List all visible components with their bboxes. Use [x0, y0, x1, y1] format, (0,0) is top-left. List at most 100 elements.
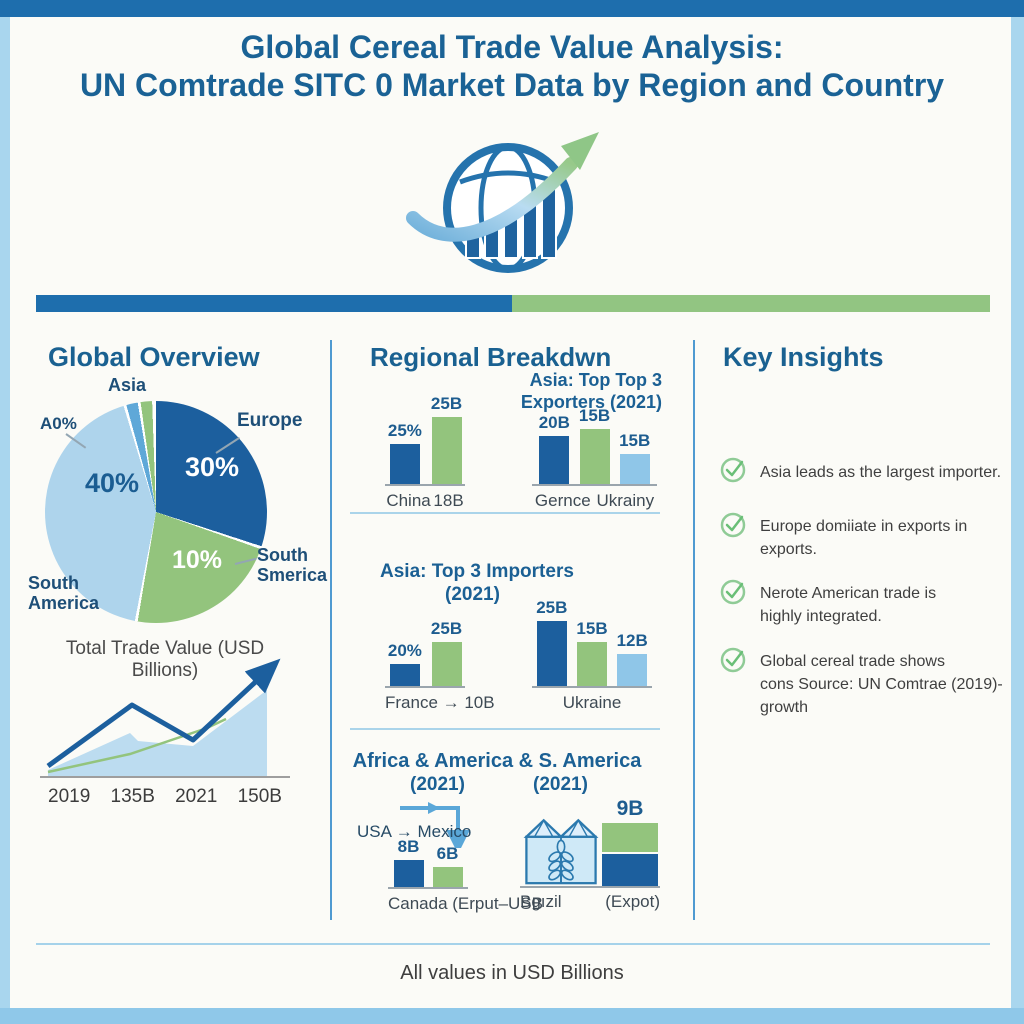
bar-rect — [577, 642, 607, 686]
bar-value-label: 12B — [616, 631, 648, 650]
category-label: China — [386, 491, 431, 510]
category-label: Gernce — [534, 491, 591, 510]
category-labels: Canada (Erput–USB — [388, 894, 543, 914]
pie-label-south-smerica: South Smerica — [257, 545, 328, 585]
usa-mexico-flow-arrow-icon — [400, 802, 470, 848]
category-label: 18B — [433, 491, 464, 510]
brazil-category-labels: Bgızil (Expot) — [520, 892, 660, 912]
bar-value-label: 25B — [430, 619, 463, 638]
section3-year-right: (2021) — [533, 774, 588, 795]
bar-rect — [432, 867, 463, 887]
category-label: Canada (Erput–USB — [388, 894, 543, 913]
insight-item — [720, 646, 747, 678]
right-frame-bar — [1011, 17, 1024, 1024]
check-circle-icon — [720, 457, 746, 483]
bar: 12B — [617, 631, 648, 686]
section1-title: Asia: Top Top 3 Exporters (2021) — [520, 370, 662, 412]
check-circle-icon — [720, 579, 746, 605]
page-title-line1: Global Cereal Trade Value Analysis: — [240, 29, 784, 65]
category-labels: Ukraine — [532, 693, 652, 713]
americas-chart-a: 8B 6B Canada (Erput–USB — [388, 795, 543, 914]
bar-value-label: 20B — [538, 413, 570, 432]
bar: 15B — [576, 619, 608, 686]
brazil-export-group: 9B Bgızil (Expot) — [520, 795, 665, 912]
pie-pct-europe: 30% — [185, 452, 240, 482]
bar-value-label: 15B — [576, 619, 608, 638]
section2-title: Asia: Top 3 Importers (2021) — [380, 561, 574, 605]
asia-exporters-chart-b: 20B 15B 15B Gernce Ukrainy — [532, 392, 657, 511]
bar-value-label: 25B — [430, 394, 463, 413]
stacked-bar-segment — [602, 854, 658, 887]
regional-heading: Regional Breakdwn — [370, 342, 612, 372]
bar: 20% — [388, 641, 422, 686]
bar-value-label: 15B — [619, 431, 651, 450]
bar: 15B — [619, 431, 650, 484]
trade-value-trend-chart — [40, 658, 290, 778]
bar-rect — [617, 654, 648, 686]
stacked-bar-segment — [602, 823, 658, 852]
section3-year-left: (2021) — [410, 774, 465, 795]
wheat-icon — [548, 839, 574, 884]
asia-importers-chart-b: 25B 15B 12B Ukraine — [532, 594, 652, 713]
x-label: 2019 — [48, 786, 91, 807]
x-label: 150B — [237, 786, 282, 807]
column-divider — [330, 340, 332, 920]
bar-value-label: 20% — [387, 641, 422, 660]
bar-value-label: 25B — [536, 598, 568, 617]
check-circle-icon — [720, 512, 746, 538]
bar: 25% — [388, 421, 422, 484]
asia-exporters-chart-a: 25% 25B China 18B — [385, 392, 465, 511]
pie-label-a0: A0% — [40, 414, 77, 433]
globe-growth-logo-icon — [406, 132, 599, 273]
bar: 8B — [393, 837, 424, 887]
insight-text: Nerote American trade is highly integrat… — [760, 585, 937, 625]
category-label: Ukraine — [562, 693, 622, 712]
bar: 25B — [431, 394, 462, 484]
bar-value-label: 15B — [578, 406, 611, 425]
bar: 20B — [539, 413, 570, 484]
insight-item — [720, 456, 747, 488]
bar: 6B — [432, 844, 463, 887]
section-divider — [350, 728, 660, 730]
category-labels: Gernce Ukrainy — [532, 491, 657, 511]
region-share-pie-chart — [45, 401, 267, 623]
pie-label-south-america: South America — [28, 573, 100, 613]
x-label: 2021 — [175, 786, 218, 807]
bar-value-label: 6B — [436, 844, 459, 863]
page-title: Global Cereal Trade Value Analysis: UN C… — [42, 28, 982, 104]
footer-note: All values in USD Billions — [400, 962, 624, 984]
check-circle-icon — [720, 647, 746, 673]
logo-bars — [465, 183, 557, 259]
bar-rect — [389, 444, 420, 484]
insight-item — [720, 511, 747, 543]
insight-text: Europe domiiate in exports in exports. — [760, 518, 968, 558]
bar-rect — [536, 621, 567, 686]
insights-heading: Key Insights — [723, 342, 884, 372]
pie-pct-west: 40% — [85, 468, 140, 498]
insight-text: Global cereal trade shows cons Source: U… — [760, 653, 1003, 716]
bar: 25B — [431, 619, 462, 686]
insight-text: Asia leads as the largest importer. — [760, 464, 1002, 481]
bar-value-label: 8B — [397, 837, 420, 856]
category-labels: France → 10B — [385, 693, 495, 713]
bar: 15B — [579, 406, 610, 484]
header-divider-green — [512, 295, 990, 312]
trend-x-labels: 2019 135B 2021 150B — [40, 786, 290, 808]
bar-rect — [393, 860, 424, 887]
category-label: France → 10B — [385, 693, 495, 712]
brazil-total-label: 9B — [616, 797, 644, 820]
page-title-line2: UN Comtrade SITC 0 Market Data by Region… — [79, 67, 945, 103]
top-frame-bar — [0, 0, 1024, 17]
section-divider — [350, 512, 660, 514]
section3-title: Africa & America & S. America — [352, 750, 642, 772]
trend-chart-title: Total Trade Value (USD Billions) — [65, 638, 265, 681]
asia-importers-chart-a: 20% 25B France → 10B — [385, 594, 495, 713]
pie-pct-green: 10% — [172, 546, 223, 574]
pie-label-asia: Asia — [108, 375, 147, 395]
footer-divider — [36, 943, 990, 945]
bottom-frame-bar — [0, 1008, 1024, 1024]
insight-item — [720, 578, 747, 610]
bar-rect — [431, 417, 462, 484]
trend-area-series — [48, 690, 267, 776]
